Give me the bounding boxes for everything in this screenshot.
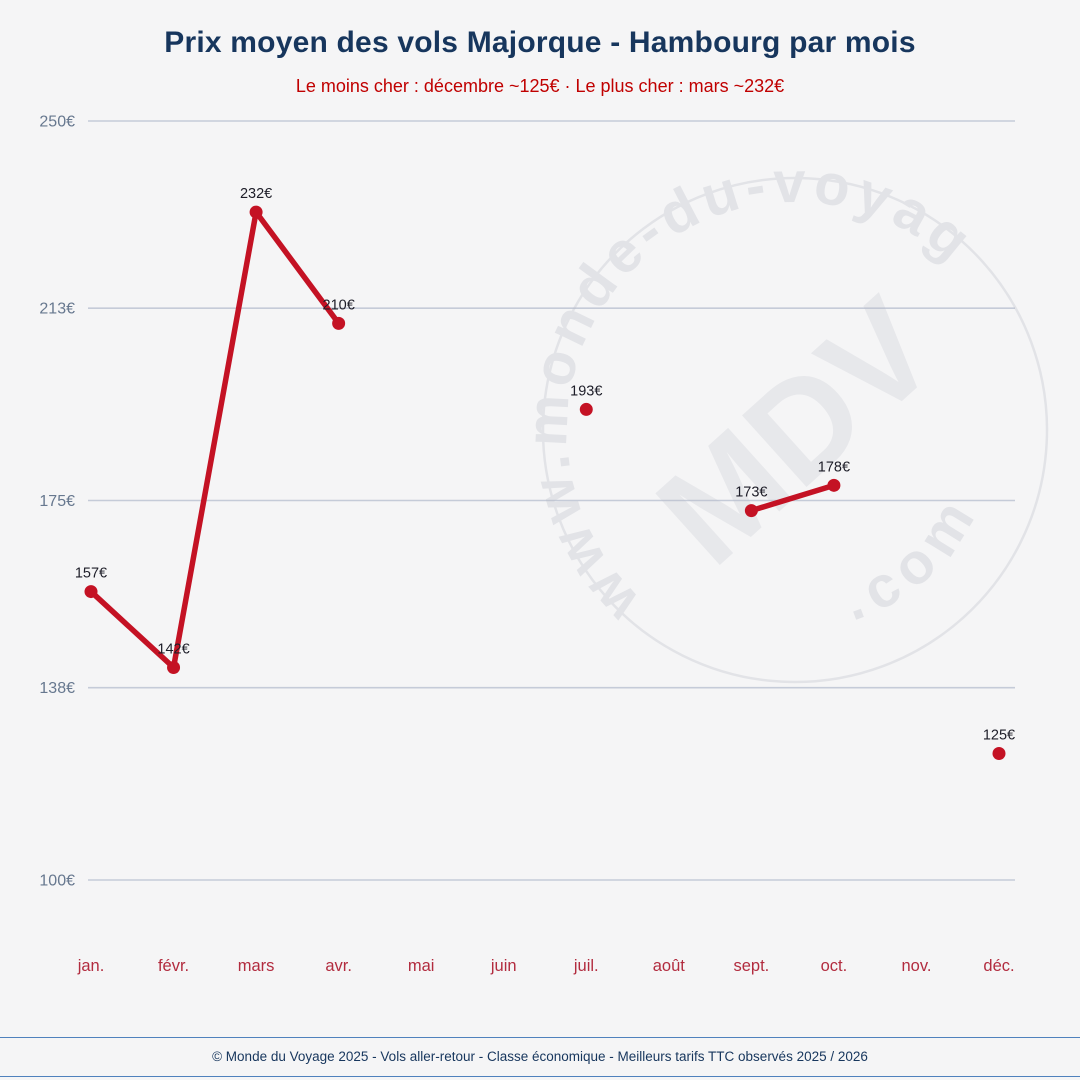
footer: © Monde du Voyage 2025 - Vols aller-reto… bbox=[0, 1037, 1080, 1077]
y-tick-label: 250€ bbox=[39, 114, 75, 131]
x-tick-label: oct. bbox=[821, 957, 848, 975]
x-tick-label: mars bbox=[238, 957, 275, 975]
x-tick-label: mai bbox=[408, 957, 435, 975]
x-tick-label: nov. bbox=[901, 957, 931, 975]
data-point-label: 232€ bbox=[240, 186, 272, 202]
data-point bbox=[84, 585, 98, 599]
watermark-arc-text: www.monde-du-voyage bbox=[0, 0, 1019, 993]
data-point-label: 157€ bbox=[75, 566, 107, 582]
data-point-label: 193€ bbox=[570, 383, 602, 399]
chart-subtitle: Le moins cher : décembre ~125€ · Le plus… bbox=[295, 76, 785, 96]
line-segment bbox=[748, 482, 837, 514]
y-tick-label: 100€ bbox=[39, 873, 75, 890]
watermark-ring bbox=[541, 176, 1049, 684]
data-point-label: 125€ bbox=[983, 728, 1015, 744]
x-tick-label: déc. bbox=[983, 957, 1014, 975]
x-tick-label: févr. bbox=[158, 957, 189, 975]
x-tick-label: août bbox=[653, 957, 686, 975]
data-point-label: 178€ bbox=[818, 459, 850, 475]
data-point bbox=[579, 402, 593, 416]
data-point bbox=[332, 316, 346, 330]
y-tick-label: 213€ bbox=[39, 301, 75, 318]
data-point-label: 173€ bbox=[735, 485, 767, 501]
data-point bbox=[827, 478, 841, 492]
data-point-label: 142€ bbox=[157, 641, 189, 657]
data-point bbox=[992, 747, 1006, 760]
data-point bbox=[744, 504, 758, 518]
y-tick-label: 138€ bbox=[39, 680, 75, 697]
line-segment bbox=[88, 588, 177, 671]
y-tick-label: 175€ bbox=[39, 493, 75, 510]
data-point bbox=[249, 205, 263, 219]
line-segment bbox=[253, 209, 342, 327]
data-point-label: 210€ bbox=[323, 297, 355, 313]
x-tick-label: juin bbox=[490, 957, 517, 975]
x-tick-label: avr. bbox=[325, 957, 352, 975]
x-tick-label: sept. bbox=[733, 957, 769, 975]
x-tick-label: juil. bbox=[573, 957, 599, 975]
line-segment bbox=[170, 209, 259, 671]
watermark-bottom-text: .com bbox=[817, 468, 1004, 648]
data-point bbox=[167, 660, 181, 674]
footer-text: © Monde du Voyage 2025 - Vols aller-reto… bbox=[212, 1049, 868, 1064]
chart-title: Prix moyen des vols Majorque - Hambourg … bbox=[164, 26, 916, 59]
x-tick-label: jan. bbox=[77, 957, 105, 975]
